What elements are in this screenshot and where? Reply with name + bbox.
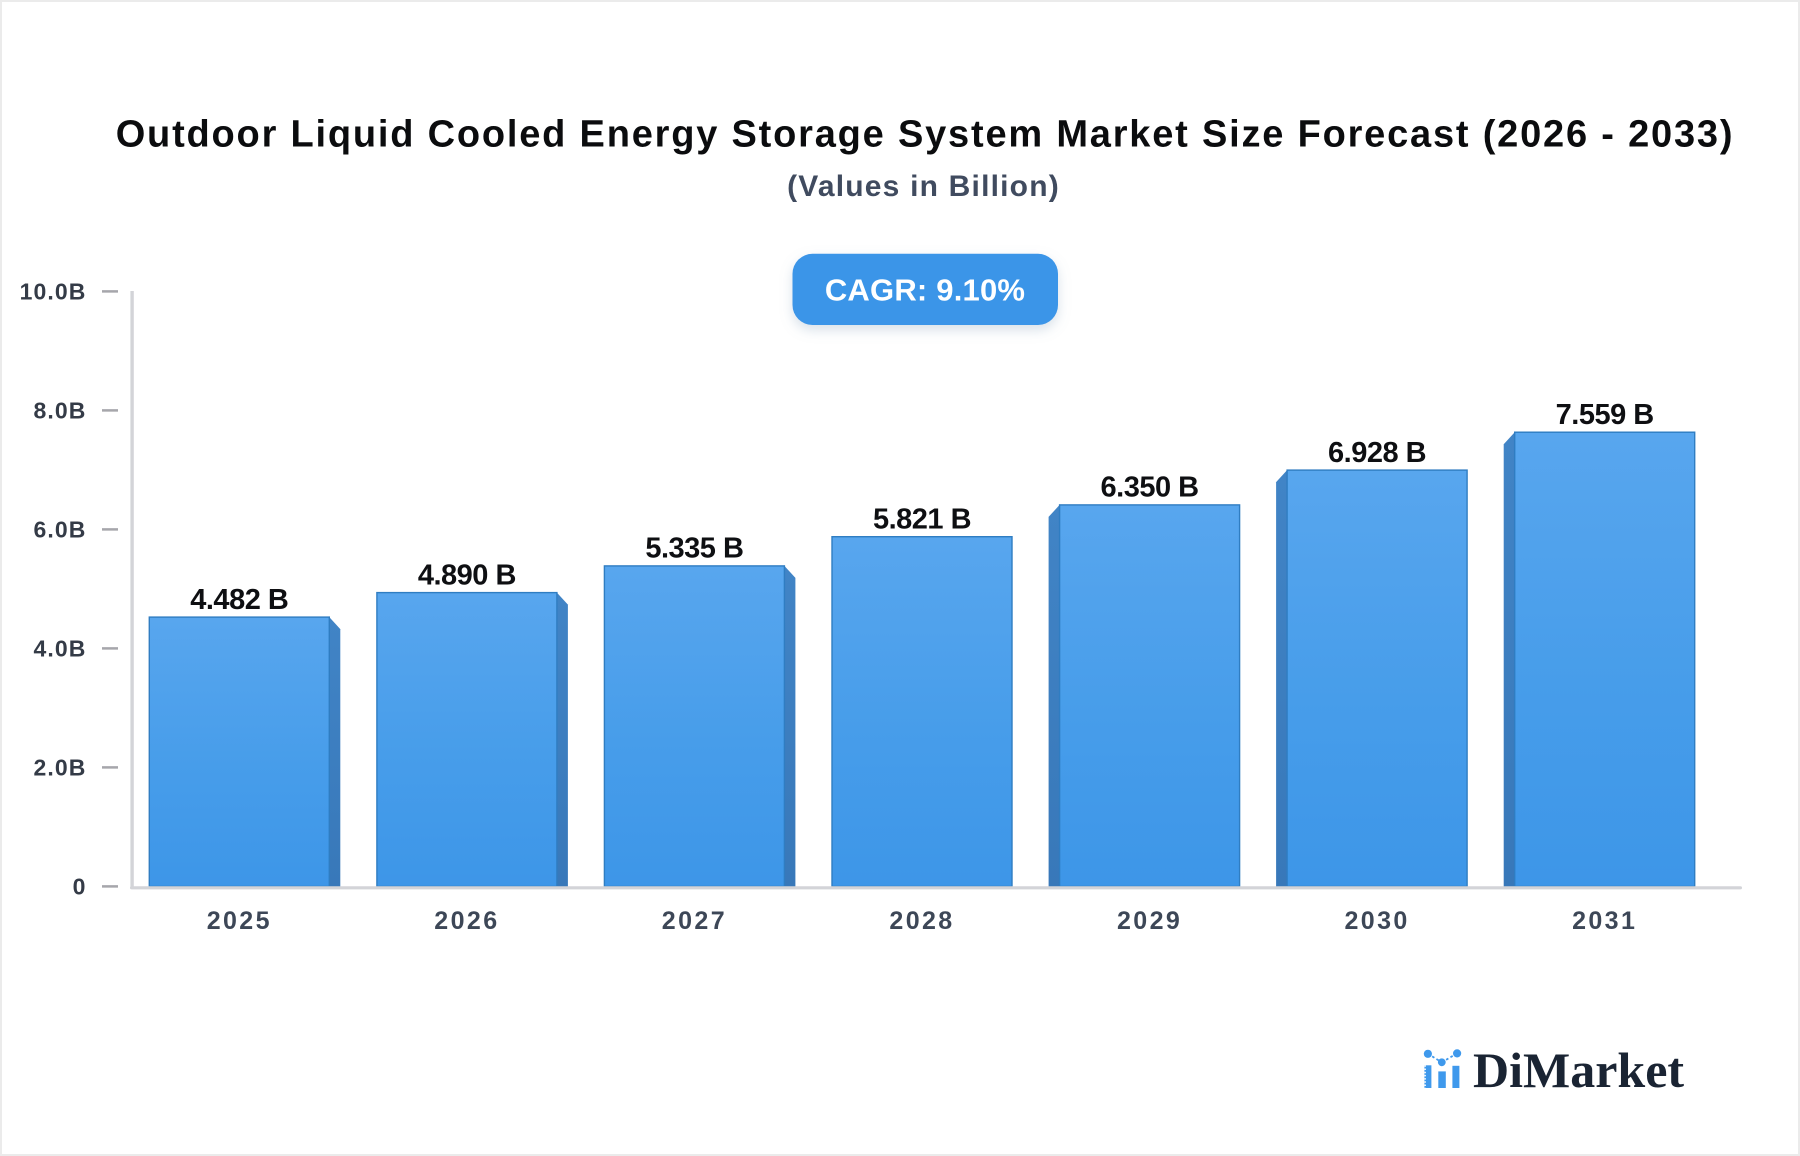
svg-text:6.0B: 6.0B [34,517,87,543]
svg-text:(Values in Billion): (Values in Billion) [787,170,1060,203]
svg-text:2026: 2026 [434,907,499,935]
svg-text:6.928 B: 6.928 B [1328,437,1426,469]
svg-text:5.821 B: 5.821 B [873,503,971,535]
svg-text:2030: 2030 [1344,907,1409,935]
svg-text:2028: 2028 [889,907,954,935]
svg-text:0: 0 [73,874,87,900]
svg-text:2029: 2029 [1117,907,1182,935]
svg-text:2.0B: 2.0B [34,755,87,781]
svg-text:2025: 2025 [207,907,272,935]
svg-text:Outdoor Liquid Cooled Energy S: Outdoor Liquid Cooled Energy Storage Sys… [116,113,1735,155]
svg-text:7.559 B: 7.559 B [1556,399,1654,431]
svg-text:2027: 2027 [662,907,727,935]
svg-text:4.482 B: 4.482 B [190,584,288,616]
svg-text:4.0B: 4.0B [34,636,87,662]
svg-text:6.350 B: 6.350 B [1101,472,1199,504]
svg-text:CAGR: 9.10%: CAGR: 9.10% [825,273,1025,308]
svg-text:2031: 2031 [1572,907,1637,935]
svg-text:DiMarket: DiMarket [1473,1042,1684,1098]
svg-text:10.0B: 10.0B [20,279,87,305]
svg-text:4.890 B: 4.890 B [418,559,516,591]
svg-text:5.335 B: 5.335 B [645,533,743,565]
svg-text:8.0B: 8.0B [34,398,87,424]
